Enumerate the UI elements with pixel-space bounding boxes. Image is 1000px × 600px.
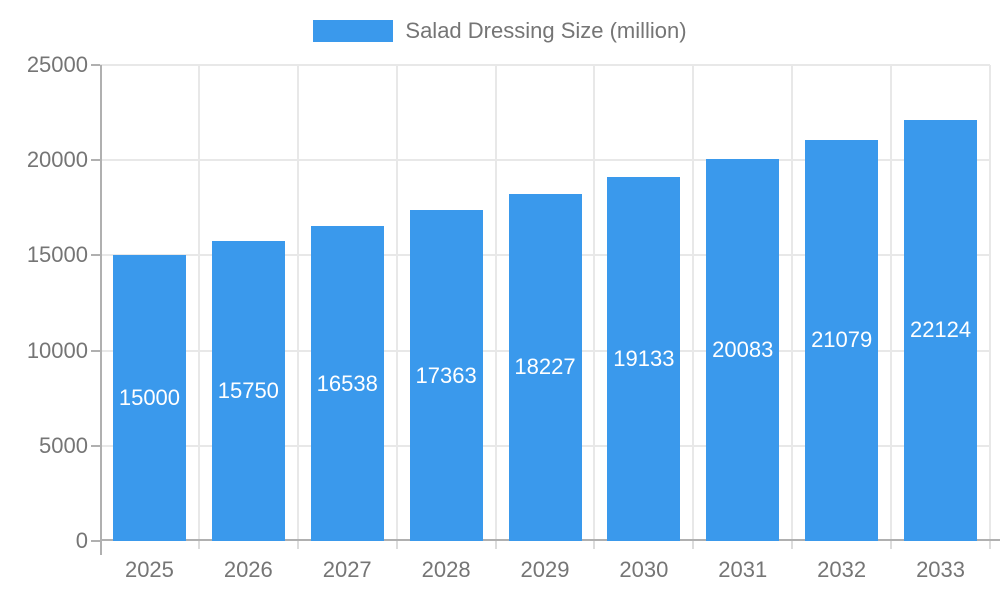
legend-label: Salad Dressing Size (million) — [405, 18, 687, 43]
bar-value-label: 19133 — [613, 345, 675, 371]
vertical-gridline — [593, 65, 596, 541]
x-axis-tick — [791, 541, 794, 549]
bar[interactable]: 22124 — [904, 119, 978, 541]
vertical-gridline — [395, 65, 398, 541]
vertical-gridline — [197, 65, 200, 541]
y-axis-tick-label: 5000 — [39, 432, 88, 458]
x-axis-tick-label: 2028 — [421, 557, 471, 582]
y-axis-tick-label: 0 — [75, 528, 88, 553]
y-axis-labels: 0 5000 10000 15000 20000 25000 — [0, 52, 88, 553]
x-axis-tick — [593, 541, 596, 549]
vertical-gridline — [692, 65, 695, 541]
legend-swatch-icon — [313, 20, 394, 42]
x-axis-tick-label: 2030 — [619, 557, 669, 582]
bar-value-label: 15000 — [118, 385, 181, 411]
x-axis-tick — [989, 541, 991, 549]
y-axis-tick — [91, 159, 100, 162]
y-axis-tick — [91, 254, 100, 257]
bar[interactable]: 16538 — [310, 226, 384, 541]
y-axis-tick — [91, 64, 100, 66]
vertical-gridline — [494, 65, 497, 541]
x-axis-tick-label: 2032 — [817, 557, 867, 582]
y-axis-tick — [91, 349, 100, 352]
x-axis-tick-label: 2031 — [718, 557, 768, 582]
bar[interactable]: 19133 — [607, 176, 681, 541]
x-axis-tick-label: 2026 — [223, 557, 273, 582]
bar[interactable]: 20083 — [706, 158, 780, 541]
x-axis-tick — [296, 541, 299, 549]
x-axis-tick-label: 2033 — [916, 557, 966, 582]
y-axis-tick — [91, 540, 100, 542]
bar-value-label: 18227 — [514, 354, 576, 380]
x-axis-tick — [197, 541, 200, 549]
horizontal-gridline — [100, 64, 990, 66]
y-axis-tick-label: 20000 — [26, 147, 88, 173]
x-axis-labels: 2025 2026 2027 2028 2029 2030 2031 2032 2033 — [100, 557, 990, 587]
vertical-gridline — [296, 65, 299, 541]
bar-value-label: 21079 — [811, 327, 873, 353]
horizontal-gridline — [100, 159, 990, 162]
x-axis-tick — [494, 541, 497, 549]
x-axis-tick — [692, 541, 695, 549]
plot-area: 15000 15750 16538 17363 18227 19133 20083 21079… — [91, 64, 1000, 555]
x-axis-tick-label: 2027 — [322, 557, 372, 582]
bar-value-label: 20083 — [712, 336, 774, 362]
vertical-gridline — [890, 65, 893, 541]
y-axis-tick — [91, 444, 100, 447]
y-axis-tick-label: 25000 — [26, 52, 88, 77]
x-axis-tick-label: 2025 — [124, 557, 174, 582]
y-axis-tick-label: 10000 — [26, 337, 88, 363]
bar[interactable]: 18227 — [508, 193, 582, 541]
bar-value-label: 15750 — [217, 378, 279, 404]
x-axis-tick — [890, 541, 893, 549]
y-axis-line — [100, 65, 102, 555]
vertical-gridline — [989, 65, 991, 541]
legend: Salad Dressing Size (million) — [0, 18, 1000, 44]
bar[interactable]: 17363 — [409, 210, 483, 541]
bar-value-label: 17363 — [415, 362, 477, 388]
vertical-gridline — [791, 65, 794, 541]
legend-item[interactable]: Salad Dressing Size (million) — [313, 18, 687, 44]
bar[interactable]: 15750 — [211, 241, 285, 541]
bar-value-label: 16538 — [316, 370, 378, 396]
bar[interactable]: 21079 — [805, 139, 879, 541]
x-axis-tick — [395, 541, 398, 549]
bar[interactable]: 15000 — [112, 255, 186, 541]
y-axis-tick-label: 15000 — [26, 242, 88, 268]
bar-value-label: 22124 — [909, 317, 972, 343]
x-axis-tick-label: 2029 — [520, 557, 570, 582]
